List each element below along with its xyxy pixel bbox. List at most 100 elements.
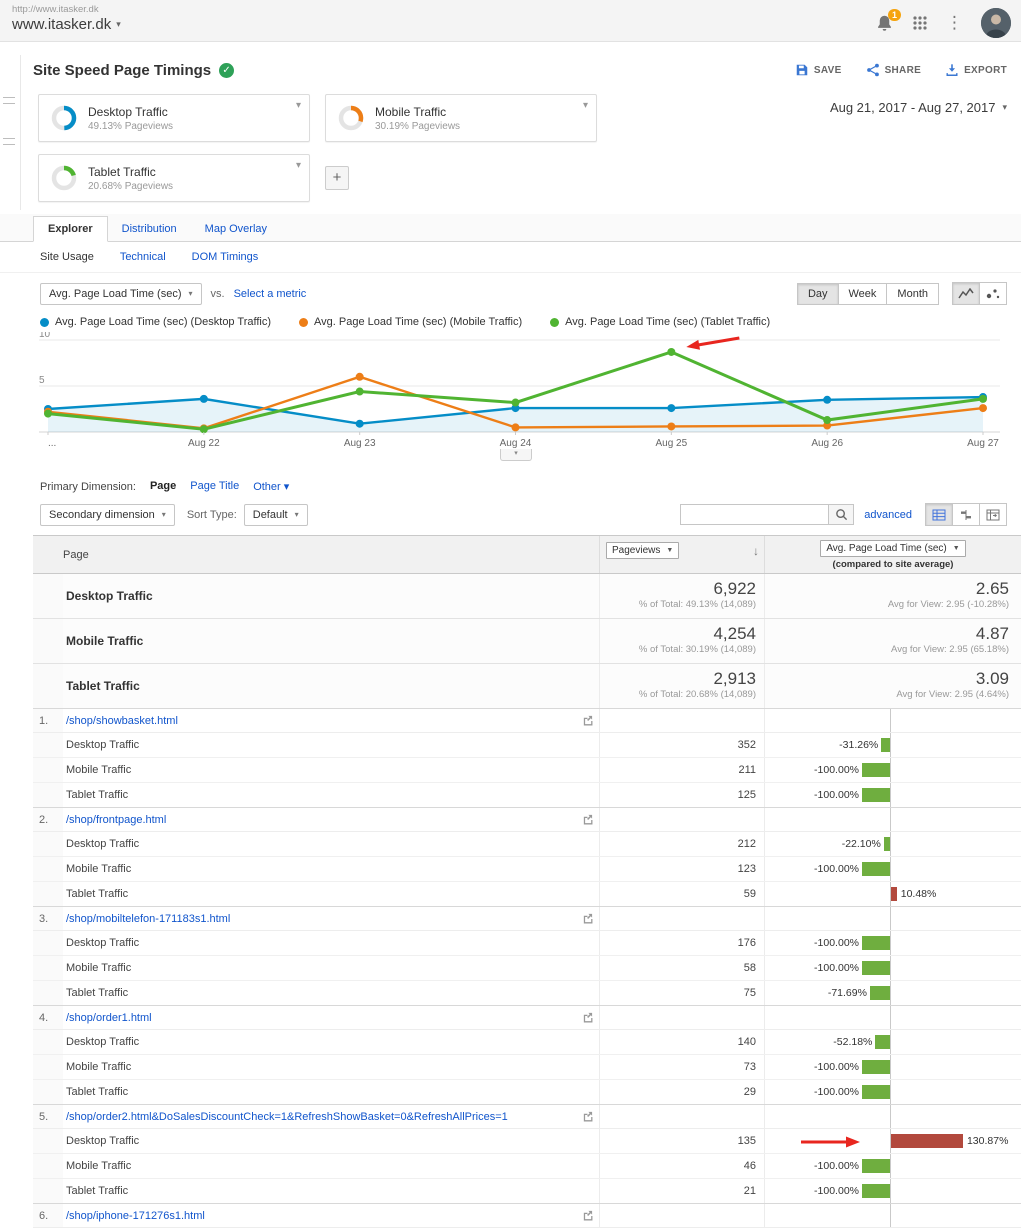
legend-item[interactable]: Avg. Page Load Time (sec) (Tablet Traffi… — [550, 316, 770, 328]
dimension-page[interactable]: Page — [149, 480, 177, 492]
segment-pageviews: 176 — [600, 931, 765, 955]
segment-row-name: Desktop Traffic — [63, 733, 600, 757]
dimension-other[interactable]: Other ▾ — [253, 481, 290, 493]
page-link[interactable]: /shop/iphone-171276s1.html — [66, 1210, 205, 1222]
table-search-button[interactable] — [828, 504, 855, 525]
metric-delta-bar — [862, 1060, 890, 1074]
legend-item[interactable]: Avg. Page Load Time (sec) (Desktop Traff… — [40, 316, 271, 328]
avatar[interactable] — [981, 8, 1011, 38]
share-button[interactable]: SHARE — [866, 63, 922, 77]
sidebar-handle-icon — [3, 138, 15, 145]
segment-pageviews: 58 — [600, 956, 765, 980]
collapsed-sidebar[interactable] — [0, 55, 21, 210]
verified-check-icon: ✓ — [219, 62, 235, 78]
motion-chart-button[interactable] — [979, 282, 1007, 305]
tab-distribution[interactable]: Distribution — [121, 223, 177, 235]
open-in-new-icon[interactable] — [582, 1111, 593, 1122]
open-in-new-icon[interactable] — [582, 715, 593, 726]
dimension-page-title[interactable]: Page Title — [190, 480, 240, 492]
chevron-down-icon[interactable]: ▾ — [295, 100, 301, 111]
summary-pageviews: 4,254 — [713, 624, 756, 643]
granularity-day[interactable]: Day — [796, 282, 839, 305]
segment-donut-icon — [338, 105, 364, 131]
line-chart-button[interactable] — [952, 282, 980, 305]
segment-data-row: Mobile Traffic 73 -100.00% — [33, 1055, 1021, 1080]
segment-data-row: Mobile Traffic 46 -100.00% — [33, 1154, 1021, 1179]
subtab-dom-timings[interactable]: DOM Timings — [191, 251, 259, 263]
report-tabs: Explorer Distribution Map Overlay — [0, 214, 1021, 242]
date-range-selector[interactable]: Aug 21, 2017 - Aug 27, 2017 ▾ — [830, 100, 1007, 115]
comparison-view-button[interactable] — [952, 503, 980, 526]
pageviews-column-label: Pageviews — [612, 545, 661, 556]
chevron-down-icon: ▼ — [952, 545, 960, 552]
page-link[interactable]: /shop/frontpage.html — [66, 814, 167, 826]
chevron-down-icon: ▾ — [1002, 102, 1007, 112]
segment-card[interactable]: Desktop Traffic 49.13% Pageviews ▾ — [38, 94, 310, 142]
notifications-button[interactable]: 1 — [875, 8, 901, 33]
table-view-button[interactable] — [925, 503, 953, 526]
apps-grid-button[interactable] — [912, 15, 928, 31]
sidebar-handle-icon — [3, 97, 15, 104]
segment-pageviews: 73 — [600, 1055, 765, 1079]
subtab-technical[interactable]: Technical — [119, 251, 166, 263]
open-in-new-icon[interactable] — [582, 1210, 593, 1221]
segment-pageviews: 59 — [600, 882, 765, 906]
tab-explorer[interactable]: Explorer — [33, 216, 108, 242]
select-metric-link[interactable]: Select a metric — [233, 287, 307, 300]
chevron-down-icon: ▾ — [188, 289, 193, 298]
segment-card-detail: 30.19% Pageviews — [375, 120, 461, 132]
segment-row-name: Tablet Traffic — [63, 1179, 600, 1203]
metric-delta-label: -100.00% — [814, 764, 859, 776]
summary-metric: 4.87 — [975, 624, 1009, 643]
segment-data-row: Mobile Traffic 123 -100.00% — [33, 857, 1021, 882]
export-button[interactable]: EXPORT — [945, 63, 1007, 77]
property-url: http://www.itasker.dk — [12, 4, 99, 15]
page-link[interactable]: /shop/order1.html — [66, 1012, 152, 1024]
segment-data-row: Tablet Traffic 21 -100.00% — [33, 1179, 1021, 1204]
open-in-new-icon[interactable] — [582, 814, 593, 825]
metric-selector-label: Avg. Page Load Time (sec) — [49, 287, 182, 300]
metric-delta-label: -100.00% — [814, 937, 859, 949]
timeseries-chart[interactable]: 5 10... Aug 22 Aug 23 Aug 24 Aug 25 Aug 26 Aug … — [33, 329, 1008, 464]
granularity-week[interactable]: Week — [837, 282, 888, 305]
page-link[interactable]: /shop/showbasket.html — [66, 715, 178, 727]
pivot-view-button[interactable] — [979, 503, 1007, 526]
open-in-new-icon[interactable] — [582, 1012, 593, 1023]
subtab-site-usage[interactable]: Site Usage — [40, 251, 94, 263]
open-in-new-icon[interactable] — [582, 913, 593, 924]
metric-column-selector[interactable]: Avg. Page Load Time (sec) ▼ — [820, 540, 966, 557]
table-search-input[interactable] — [680, 504, 829, 525]
account-selector[interactable]: www.itasker.dk ▾ — [12, 16, 1007, 33]
chevron-down-icon[interactable]: ▾ — [295, 160, 301, 171]
primary-dimension-label: Primary Dimension: — [40, 480, 136, 493]
segment-pageviews: 211 — [600, 758, 765, 782]
summary-pageviews: 6,922 — [713, 579, 756, 598]
segment-card-name: Tablet Traffic — [88, 164, 156, 179]
sort-type-button[interactable]: Default ▾ — [243, 503, 308, 526]
save-button[interactable]: SAVE — [795, 63, 842, 77]
search-icon — [835, 509, 847, 521]
svg-text:Aug 25: Aug 25 — [655, 438, 687, 449]
legend-dot — [40, 317, 49, 327]
metric-selector[interactable]: Avg. Page Load Time (sec) ▾ — [40, 282, 202, 305]
legend-item[interactable]: Avg. Page Load Time (sec) (Mobile Traffi… — [299, 316, 522, 328]
sort-descending-icon[interactable]: ↓ — [753, 544, 759, 558]
segment-row-name: Mobile Traffic — [63, 1055, 600, 1079]
notification-badge: 1 — [887, 8, 901, 21]
summary-row: Desktop Traffic 6,922 % of Total: 49.13%… — [33, 574, 1021, 619]
secondary-dimension-button[interactable]: Secondary dimension ▾ — [40, 503, 175, 526]
add-segment-button[interactable]: + — [325, 166, 349, 190]
more-menu-button[interactable]: ⋮ — [946, 13, 963, 32]
pageviews-column-selector[interactable]: Pageviews ▼ — [606, 542, 680, 559]
tab-map-overlay[interactable]: Map Overlay — [204, 223, 268, 235]
page-link[interactable]: /shop/mobiltelefon-171183s1.html — [66, 913, 231, 925]
page-link[interactable]: /shop/order2.html&DoSalesDiscountCheck=1… — [66, 1111, 508, 1123]
segment-pageviews: 29 — [600, 1080, 765, 1104]
advanced-search-link[interactable]: advanced — [864, 508, 912, 521]
segment-card[interactable]: Mobile Traffic 30.19% Pageviews ▾ — [325, 94, 597, 142]
segment-card[interactable]: Tablet Traffic 20.68% Pageviews ▾ — [38, 154, 310, 202]
chevron-down-icon[interactable]: ▾ — [582, 100, 588, 111]
chart-expand-handle[interactable]: ▾ — [500, 449, 532, 461]
granularity-month[interactable]: Month — [886, 282, 939, 305]
save-icon — [796, 64, 808, 76]
